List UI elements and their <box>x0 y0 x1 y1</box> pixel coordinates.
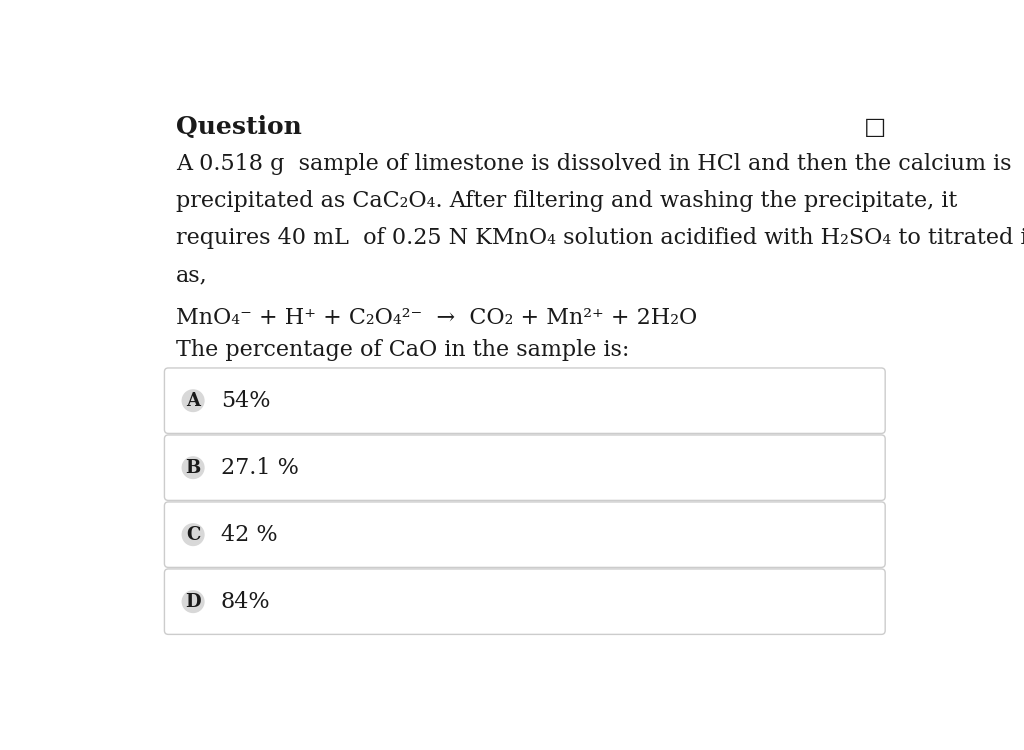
Text: MnO₄⁻ + H⁺ + C₂O₄²⁻  →  CO₂ + Mn²⁺ + 2H₂O: MnO₄⁻ + H⁺ + C₂O₄²⁻ → CO₂ + Mn²⁺ + 2H₂O <box>176 308 697 329</box>
Circle shape <box>182 524 204 545</box>
FancyBboxPatch shape <box>165 502 885 568</box>
Text: 84%: 84% <box>221 591 270 613</box>
Text: The percentage of CaO in the sample is:: The percentage of CaO in the sample is: <box>176 340 630 362</box>
Text: A: A <box>186 392 200 410</box>
Text: as,: as, <box>176 264 208 286</box>
Text: B: B <box>185 459 201 477</box>
Text: □: □ <box>864 115 887 139</box>
Text: precipitated as CaC₂O₄. After filtering and washing the precipitate, it: precipitated as CaC₂O₄. After filtering … <box>176 190 957 212</box>
FancyBboxPatch shape <box>165 435 885 500</box>
Text: C: C <box>186 526 201 544</box>
Text: 42 %: 42 % <box>221 524 278 546</box>
Circle shape <box>182 591 204 613</box>
Text: 54%: 54% <box>221 390 270 412</box>
Text: 27.1 %: 27.1 % <box>221 457 299 478</box>
Text: D: D <box>185 592 201 610</box>
Text: A 0.518 g  sample of limestone is dissolved in HCl and then the calcium is: A 0.518 g sample of limestone is dissolv… <box>176 153 1012 176</box>
FancyBboxPatch shape <box>165 368 885 434</box>
Text: requires 40 mL  of 0.25 N KMnO₄ solution acidified with H₂SO₄ to titrated it: requires 40 mL of 0.25 N KMnO₄ solution … <box>176 227 1024 249</box>
Text: Question: Question <box>176 115 302 139</box>
FancyBboxPatch shape <box>165 569 885 634</box>
Circle shape <box>182 390 204 412</box>
Circle shape <box>182 457 204 478</box>
